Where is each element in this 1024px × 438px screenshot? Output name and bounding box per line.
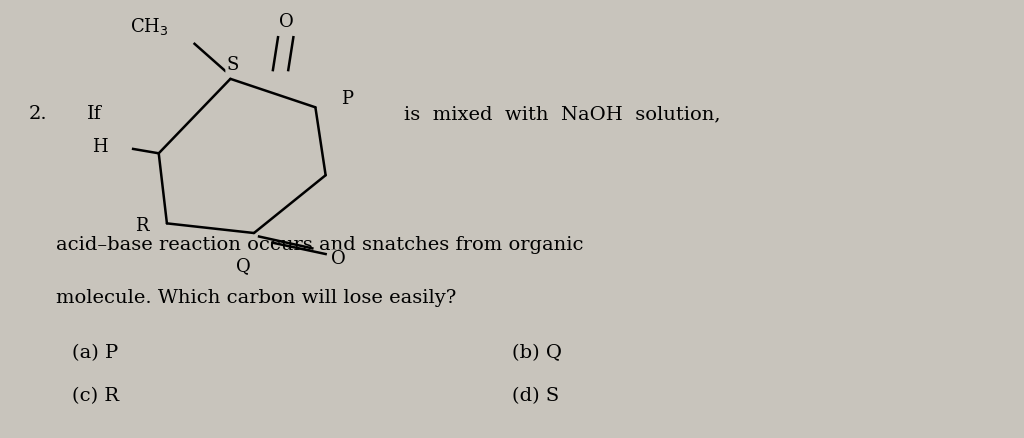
Text: acid–base reaction occurs and snatches from organic: acid–base reaction occurs and snatches f… <box>56 236 584 254</box>
Text: Q: Q <box>237 257 251 275</box>
Text: is  mixed  with  NaOH  solution,: is mixed with NaOH solution, <box>404 105 721 123</box>
Text: (d) S: (d) S <box>512 387 559 406</box>
Text: (b) Q: (b) Q <box>512 343 562 362</box>
Text: molecule. Which carbon will lose easily?: molecule. Which carbon will lose easily? <box>56 289 457 307</box>
Text: (a) P: (a) P <box>72 343 118 362</box>
Text: CH$_3$: CH$_3$ <box>130 16 169 37</box>
Text: R: R <box>135 216 148 235</box>
Text: O: O <box>279 13 294 31</box>
Text: (c) R: (c) R <box>72 387 119 406</box>
Text: S: S <box>226 56 239 74</box>
Text: O: O <box>331 250 345 268</box>
Text: If: If <box>87 105 102 123</box>
Text: H: H <box>92 138 108 156</box>
Text: P: P <box>341 90 353 109</box>
Text: 2.: 2. <box>29 105 47 123</box>
